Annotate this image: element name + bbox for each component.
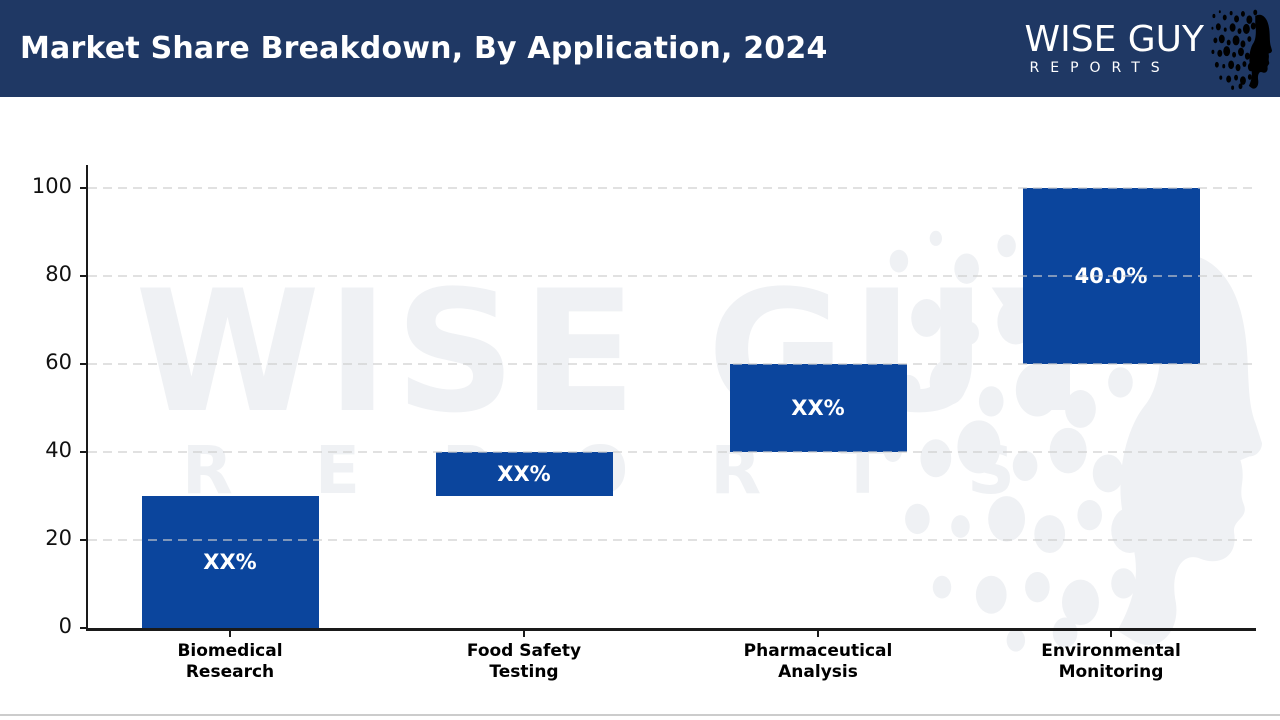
gridline (88, 451, 1256, 453)
y-axis-tick-mark (80, 627, 88, 629)
bar: XX% (435, 452, 613, 496)
y-axis-tick-label: 60 (45, 350, 72, 374)
y-axis-tick-label: 20 (45, 526, 72, 550)
y-axis-tick-label: 40 (45, 438, 72, 462)
x-axis-tick-mark (1110, 628, 1112, 637)
x-axis-spine (86, 628, 1256, 631)
bar: XX% (729, 364, 907, 452)
x-axis-tick-label: Biomedical Research (177, 641, 283, 682)
y-axis-tick-mark (80, 187, 88, 189)
logo-text: WISE GUY REPORTS (1024, 19, 1205, 76)
x-axis-tick-label: Environmental Monitoring (1041, 641, 1181, 682)
bar-value-label: XX% (791, 396, 845, 420)
plot-area: WISE GUY REPORTS 0 20 40 60 80 100 XX% XX% XX% 40… (0, 97, 1280, 720)
bar: XX% (141, 496, 319, 628)
x-axis-tick-mark (229, 628, 231, 637)
chart-title: Market Share Breakdown, By Application, … (20, 31, 828, 66)
gridline (88, 363, 1256, 365)
gridline (88, 187, 1256, 189)
y-axis-tick-label: 80 (45, 262, 72, 286)
x-axis-tick-mark (817, 628, 819, 637)
bottom-rule (0, 714, 1280, 716)
x-axis-tick-label: Food Safety Testing (466, 641, 582, 682)
header: Market Share Breakdown, By Application, … (0, 0, 1280, 97)
y-axis-tick-mark (80, 451, 88, 453)
y-axis-spine (86, 165, 88, 631)
watermark-name: WISE GUY (135, 254, 1122, 450)
y-axis-tick-label: 100 (31, 174, 72, 198)
gridline (88, 275, 1256, 277)
y-axis-tick-mark (80, 539, 88, 541)
x-axis-tick-label: Pharmaceutical Analysis (743, 641, 893, 682)
bar-value-label: XX% (497, 462, 551, 486)
y-axis-tick-label: 0 (58, 614, 72, 638)
x-axis-tick-mark (523, 628, 525, 637)
logo-tagline: REPORTS (1029, 60, 1171, 76)
logo-name: WISE GUY (1024, 19, 1205, 60)
wiseguy-logo: WISE GUY REPORTS (1025, 6, 1280, 92)
gridline (88, 539, 1256, 541)
y-axis-tick-mark (80, 363, 88, 365)
logo-face-icon (1211, 9, 1272, 90)
y-axis-tick-mark (80, 275, 88, 277)
bar-value-label: XX% (203, 550, 257, 574)
